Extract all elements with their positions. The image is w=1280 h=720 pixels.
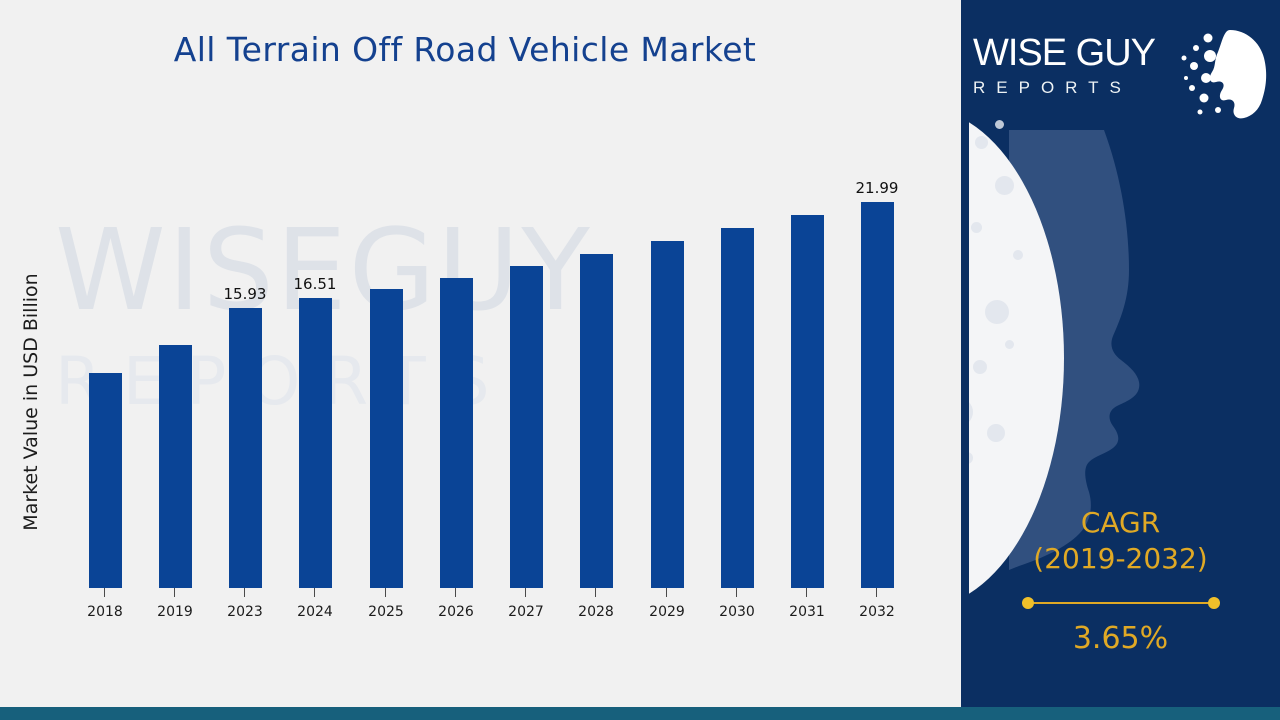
bar-group: 2025: [351, 150, 421, 620]
bar-group: 2031: [772, 150, 842, 620]
bar[interactable]: [651, 241, 684, 588]
x-axis-tick-label: 2018: [87, 604, 123, 620]
x-axis-tick: [385, 588, 386, 597]
bar-value-label: 21.99: [855, 179, 899, 197]
x-axis-tick: [525, 588, 526, 597]
dotted-head-icon: [1181, 30, 1267, 119]
x-axis-tick-label: 2032: [859, 604, 895, 620]
x-axis-tick: [174, 588, 175, 597]
bar-group: 16.51 2024: [280, 150, 350, 620]
y-axis-title: Market Value in USD Billion: [20, 273, 42, 531]
chart-area: All Terrain Off Road Vehicle Market WISE…: [20, 30, 915, 620]
x-axis-tick: [244, 588, 245, 597]
bar[interactable]: [159, 345, 192, 588]
bar-group: 15.93 2023: [210, 150, 280, 620]
bar-value-label: 16.51: [293, 275, 337, 293]
panel-edge: [961, 0, 969, 707]
x-axis-tick-label: 2029: [649, 604, 685, 620]
divider-line: [1027, 601, 1214, 604]
cagr-value: 3.65%: [1072, 620, 1169, 656]
x-axis-tick: [104, 588, 105, 597]
x-axis-tick-label: 2028: [578, 604, 614, 620]
x-axis-tick-label: 2026: [438, 604, 474, 620]
cagr-range: (2019-2032): [1033, 541, 1208, 575]
bar[interactable]: [510, 266, 543, 588]
bar-chart-plot: 2018 2019 15.93 2023 16.51 2024: [70, 150, 915, 620]
bar[interactable]: [861, 202, 894, 588]
x-axis-tick: [806, 588, 807, 597]
bar-group: 2030: [702, 150, 772, 620]
x-axis-tick: [666, 588, 667, 597]
x-axis-tick-label: 2031: [789, 604, 825, 620]
x-axis-tick: [314, 588, 315, 597]
cagr-block: CAGR (2019-2032) 3.65%: [961, 505, 1280, 657]
x-axis-tick-label: 2024: [297, 604, 333, 620]
bar[interactable]: [580, 254, 613, 588]
bar-group: 2026: [421, 150, 491, 620]
brand-panel: WISE GUY REPORTS CAGR (2019-2032): [961, 0, 1280, 720]
bar-group: 2029: [632, 150, 702, 620]
x-axis-tick: [595, 588, 596, 597]
x-axis-tick-label: 2019: [157, 604, 193, 620]
x-axis-tick: [736, 588, 737, 597]
bar-group: 2027: [491, 150, 561, 620]
bar[interactable]: [89, 373, 122, 588]
x-axis-tick-label: 2023: [227, 604, 263, 620]
bar-group: 2018: [70, 150, 140, 620]
divider-knob-right: [1207, 596, 1220, 609]
x-axis-tick-label: 2025: [368, 604, 404, 620]
bar[interactable]: [229, 308, 262, 588]
page-title: All Terrain Off Road Vehicle Market: [173, 30, 757, 69]
logo-wordmark: WISE GUY REPORTS: [973, 34, 1203, 96]
x-axis-tick: [455, 588, 456, 597]
logo-primary-text: WISE GUY: [973, 32, 1156, 74]
bar[interactable]: [370, 289, 403, 588]
cagr-label: CAGR: [1080, 506, 1161, 539]
bar[interactable]: [721, 228, 754, 588]
x-axis-tick-label: 2030: [719, 604, 755, 620]
bottom-accent-strip: [0, 707, 1280, 720]
bar-group: 2028: [561, 150, 631, 620]
cagr-divider: [1021, 596, 1220, 609]
x-axis-tick-label: 2027: [508, 604, 544, 620]
bar-group: 21.99 2032: [842, 150, 912, 620]
bar[interactable]: [299, 298, 332, 588]
brand-logo[interactable]: WISE GUY REPORTS: [961, 26, 1280, 122]
divider-knob-left: [1021, 596, 1034, 609]
bar[interactable]: [791, 215, 824, 588]
x-axis-tick: [876, 588, 877, 597]
bar-value-label: 15.93: [223, 285, 267, 303]
bar-group: 2019: [140, 150, 210, 620]
logo-secondary-text: REPORTS: [973, 78, 1132, 97]
bar[interactable]: [440, 278, 473, 588]
